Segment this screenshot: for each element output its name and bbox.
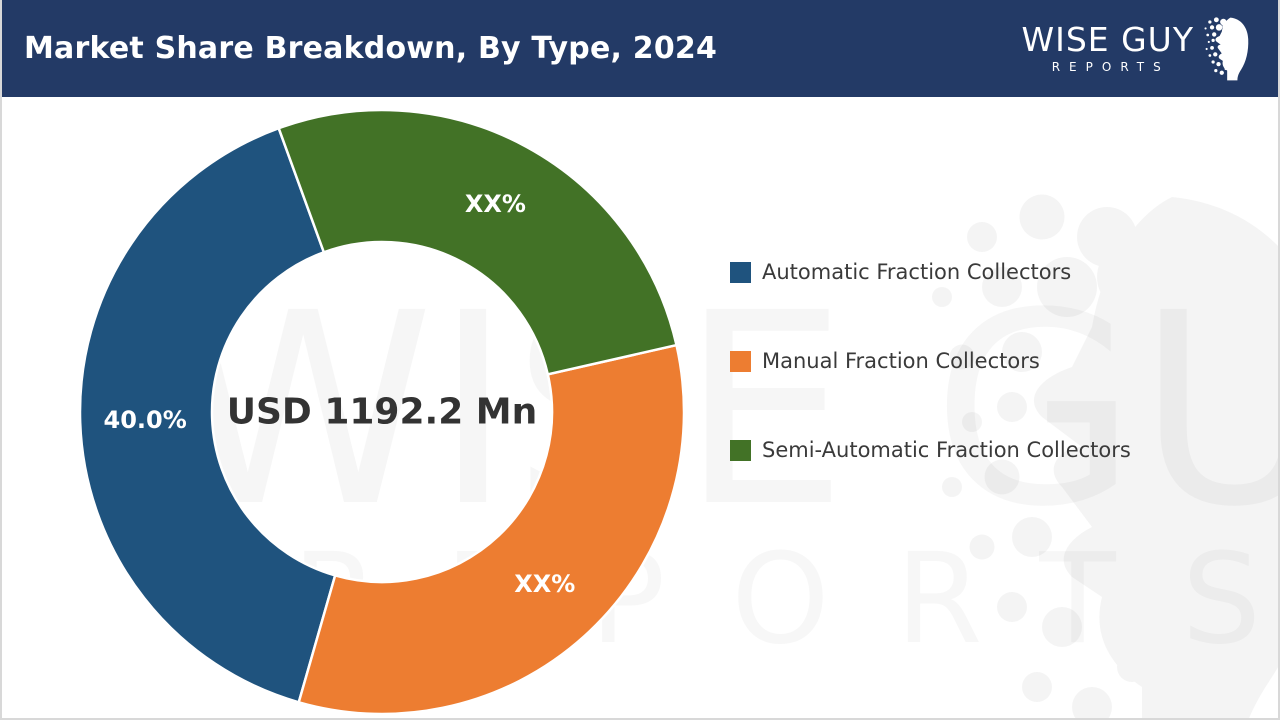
slice-percentage-label: XX%	[464, 189, 526, 218]
legend-item: Automatic Fraction Collectors	[730, 258, 1131, 286]
logo-wordmark: WISE GUY	[1021, 20, 1194, 60]
chart-legend: Automatic Fraction Collectors Manual Fra…	[730, 258, 1131, 464]
logo-subtitle: REPORTS	[1051, 59, 1170, 74]
slice-percentage-label: XX%	[514, 570, 576, 599]
donut-chart	[78, 108, 686, 716]
header-bar: Market Share Breakdown, By Type, 2024 WI…	[2, 0, 1278, 97]
legend-label: Manual Fraction Collectors	[762, 349, 1040, 373]
page-title: Market Share Breakdown, By Type, 2024	[24, 31, 718, 66]
legend-swatch-icon	[730, 261, 751, 283]
wise-guy-logo: WISE GUY REPORTS	[1021, 14, 1252, 84]
legend-swatch-icon	[730, 350, 751, 372]
legend-label: Automatic Fraction Collectors	[762, 260, 1072, 284]
donut-slice	[277, 108, 678, 376]
legend-swatch-icon	[730, 439, 751, 461]
wise-guy-face-icon	[1198, 14, 1252, 84]
slice-percentage-label: 40.0%	[103, 406, 187, 435]
donut-slice	[297, 343, 686, 716]
chart-area: WISE GUY REPORTS USD 1192.2 Mn Automatic…	[2, 97, 1278, 718]
chart-center-value: USD 1192.2 Mn	[226, 391, 538, 433]
legend-label: Semi-Automatic Fraction Collectors	[762, 438, 1131, 462]
donut-slice	[78, 126, 337, 704]
legend-item: Manual Fraction Collectors	[730, 347, 1131, 375]
legend-item: Semi-Automatic Fraction Collectors	[730, 436, 1131, 464]
